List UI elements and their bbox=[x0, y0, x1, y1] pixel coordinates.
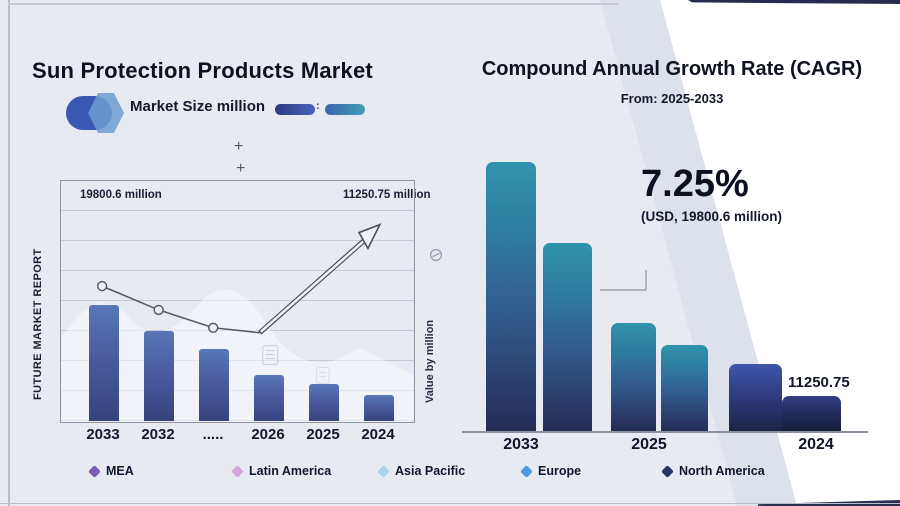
legend-item-latin-america: Latin America bbox=[231, 464, 332, 478]
market-size-bar-2033 bbox=[89, 305, 119, 421]
cagr-chart: 2033 2025 2024 bbox=[460, 148, 872, 453]
rising-arrow bbox=[258, 223, 382, 335]
x-tick-label: 2024 bbox=[798, 436, 834, 453]
capsule-legend-icon bbox=[66, 93, 124, 133]
value-callout-2024: 11250.75 bbox=[788, 374, 850, 391]
legend-item-mea: MEA bbox=[88, 464, 134, 478]
x-axis-line bbox=[462, 431, 868, 433]
cagr-detail: (USD, 19800.6 million) bbox=[641, 209, 783, 224]
market-size-bar-2024 bbox=[364, 395, 394, 421]
legend-diamond-icon bbox=[661, 464, 674, 478]
x-tick-label: 2033 bbox=[86, 426, 120, 443]
chart-end-value: 11250.75 million bbox=[343, 189, 431, 201]
frame-line-left bbox=[8, 0, 10, 506]
watermark-doc-icon bbox=[315, 366, 330, 384]
x-tick-label: 2025 bbox=[631, 436, 667, 453]
pill-separator: : bbox=[316, 100, 320, 112]
legend-label: North America bbox=[679, 464, 765, 478]
x-tick-label: 2024 bbox=[361, 426, 395, 443]
circle-slash-icon bbox=[429, 248, 443, 262]
market-size-chart bbox=[60, 180, 415, 423]
corner-bracket-decoration bbox=[600, 270, 647, 291]
gradient-pill-icon-navy bbox=[275, 104, 315, 115]
cagr-bar-2025-secondary bbox=[661, 345, 708, 431]
cagr-bar-2033-primary bbox=[486, 162, 536, 431]
legend-label: MEA bbox=[106, 464, 134, 478]
legend-item-asia-pacific: Asia Pacific bbox=[377, 464, 466, 478]
legend-label: Latin America bbox=[249, 464, 332, 478]
cagr-value: 7.25% bbox=[641, 163, 749, 205]
x-tick-label: 2033 bbox=[503, 436, 539, 453]
x-tick-label: 2025 bbox=[306, 426, 340, 443]
legend-diamond-icon bbox=[231, 464, 244, 478]
market-size-bar-2025 bbox=[309, 384, 339, 421]
series-legend-label: Market Size million bbox=[130, 98, 266, 115]
legend-label: Europe bbox=[538, 464, 582, 478]
cagr-title: Compound Annual Growth Rate (CAGR) bbox=[481, 58, 863, 80]
cagr-bar-2024-primary bbox=[729, 364, 782, 431]
x-tick-label: 2026 bbox=[251, 426, 285, 443]
market-size-bar-2026 bbox=[254, 375, 284, 421]
region-legend: MEA Latin America Asia Pacific Europe North … bbox=[0, 464, 900, 486]
legend-diamond-icon bbox=[377, 464, 390, 478]
cagr-bar-2025-primary bbox=[611, 323, 656, 431]
frame-line-bottom bbox=[0, 503, 900, 504]
trend-markers bbox=[96, 280, 219, 333]
cagr-bar-2033-secondary bbox=[543, 243, 592, 431]
market-size-bar-2032 bbox=[144, 331, 174, 421]
y-axis-label: Value by million bbox=[424, 319, 436, 403]
left-chart-x-axis: 2033 2032..... 2026 2025 2024 bbox=[60, 426, 415, 446]
market-size-bar-..... bbox=[199, 349, 229, 421]
gradient-pill-icon-teal bbox=[325, 104, 365, 115]
legend-item-europe: Europe bbox=[520, 464, 582, 478]
plus-mark-icon: + bbox=[236, 160, 246, 177]
x-tick-label: ..... bbox=[202, 426, 224, 443]
x-tick-label: 2032 bbox=[141, 426, 175, 443]
chart-start-value: 19800.6 million bbox=[80, 189, 162, 201]
page-title: Sun Protection Products Market bbox=[32, 58, 373, 83]
y-axis-watermark-label: FUTURE MARKET REPORT bbox=[32, 248, 44, 400]
legend-diamond-icon bbox=[88, 464, 101, 478]
plus-mark-icon: + bbox=[234, 138, 244, 155]
cagr-bar-2024-secondary bbox=[782, 396, 841, 431]
watermark-doc-icon bbox=[262, 345, 279, 366]
legend-diamond-icon bbox=[520, 464, 533, 478]
frame-line-top bbox=[8, 3, 618, 5]
cagr-subtitle: From: 2025-2033 bbox=[620, 91, 724, 106]
declining-trend-line bbox=[101, 285, 260, 334]
top-edge-accent bbox=[688, 0, 900, 4]
legend-item-north-america: North America bbox=[661, 464, 765, 478]
legend-label: Asia Pacific bbox=[395, 464, 466, 478]
